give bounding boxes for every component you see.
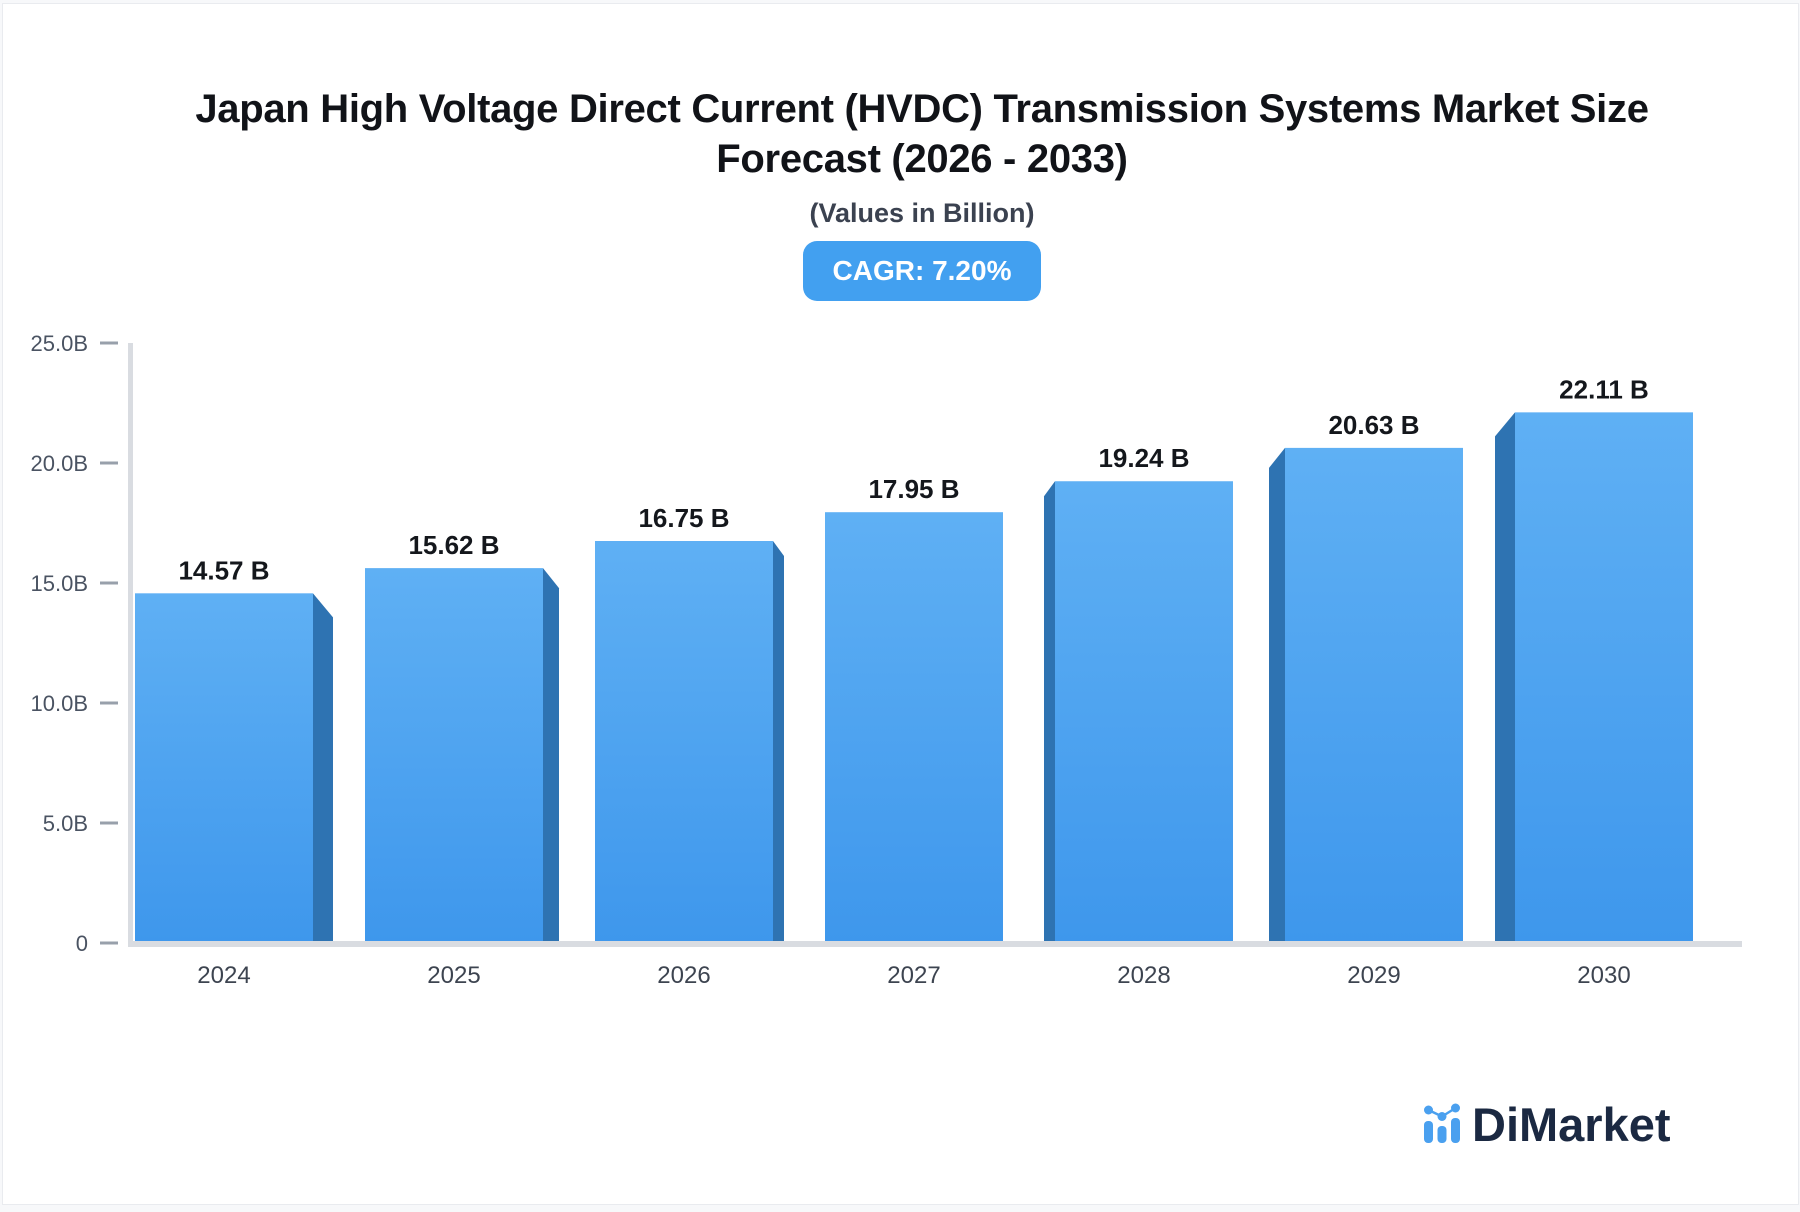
bar-2026[interactable]	[595, 541, 773, 943]
bar-value-label-2027: 17.95 B	[868, 474, 959, 504]
bar-side-2024	[313, 593, 333, 943]
bar-side-2028	[1044, 481, 1055, 943]
x-tick-label-2030: 2030	[1577, 962, 1630, 989]
bar-side-2029	[1269, 447, 1285, 943]
bar-value-label-2025: 15.62 B	[408, 530, 499, 560]
y-tick-label: 20.0B	[31, 451, 89, 476]
dimarket-logo: DiMarket	[1424, 1098, 1671, 1151]
logo-bar	[1424, 1121, 1433, 1143]
bar-side-2025	[543, 568, 559, 943]
bar-value-label-2028: 19.24 B	[1098, 443, 1189, 473]
y-tick-label: 5.0B	[43, 811, 88, 836]
bar-2029[interactable]	[1285, 447, 1463, 943]
y-tick-dash	[100, 941, 118, 945]
logo-dot	[1451, 1103, 1460, 1113]
y-tick-dash	[100, 821, 118, 825]
bar-2030[interactable]	[1515, 412, 1693, 943]
chart-subtitle: (Values in Billion)	[809, 198, 1035, 228]
chart-title-line-2: Forecast (2026 - 2033)	[716, 137, 1128, 181]
y-tick-label: 15.0B	[31, 571, 89, 596]
bar-2027[interactable]	[825, 512, 1003, 943]
y-axis-line	[128, 343, 133, 947]
y-tick-label: 0	[76, 931, 88, 956]
y-tick-dash	[100, 461, 118, 465]
logo-text: DiMarket	[1472, 1098, 1671, 1151]
y-tick-dash	[100, 341, 118, 345]
bar-2025[interactable]	[365, 568, 543, 943]
mini-bar-chart-icon	[1424, 1103, 1460, 1143]
x-tick-label-2026: 2026	[657, 962, 710, 989]
bar-2028[interactable]	[1055, 481, 1233, 943]
y-tick-label: 25.0B	[31, 331, 89, 356]
x-tick-label-2029: 2029	[1347, 962, 1400, 989]
x-tick-label-2024: 2024	[197, 962, 250, 989]
x-axis-line	[128, 941, 1742, 947]
x-tick-label-2025: 2025	[427, 962, 480, 989]
x-tick-label-2027: 2027	[887, 962, 940, 989]
bar-side-2030	[1495, 412, 1515, 943]
bar-side-2026	[773, 541, 784, 943]
bar-value-label-2024: 14.57 B	[178, 555, 269, 585]
bar-value-label-2030: 22.11 B	[1559, 374, 1649, 404]
bar-value-label-2026: 16.75 B	[638, 503, 729, 533]
y-tick-label: 10.0B	[31, 691, 89, 716]
chart-header: Japan High Voltage Direct Current (HVDC)…	[44, 84, 1800, 301]
logo-bar	[1437, 1126, 1447, 1143]
bar-value-label-2029: 20.63 B	[1328, 410, 1419, 440]
cagr-badge: CAGR: 7.20%	[802, 241, 1042, 301]
chart-title-line-1: Japan High Voltage Direct Current (HVDC)…	[195, 87, 1649, 131]
logo-dot	[1424, 1105, 1433, 1115]
x-tick-label-2028: 2028	[1117, 962, 1170, 989]
logo-bar	[1451, 1118, 1460, 1143]
bar-2024[interactable]	[135, 593, 313, 943]
y-tick-dash	[100, 581, 118, 585]
y-tick-dash	[100, 701, 118, 705]
logo-dot	[1437, 1112, 1447, 1121]
